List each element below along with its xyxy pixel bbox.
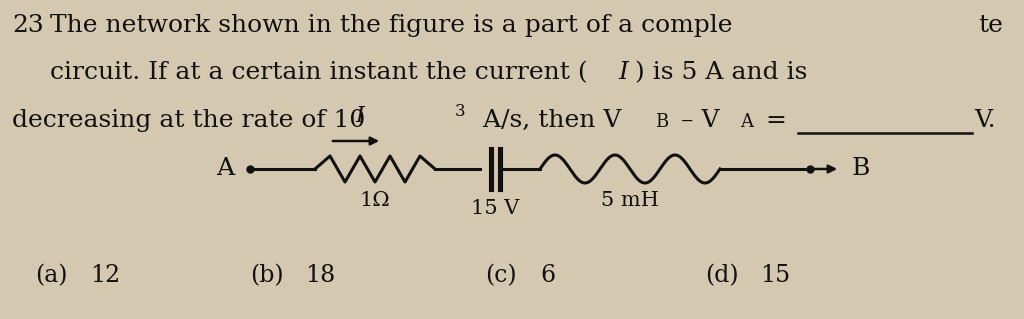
Text: (c): (c) [485,264,517,287]
Text: A: A [740,113,753,131]
Text: – V: – V [673,109,720,132]
Text: circuit. If at a certain instant the current (: circuit. If at a certain instant the cur… [50,61,588,84]
Text: B: B [655,113,669,131]
Text: 1Ω: 1Ω [359,191,390,210]
Text: 18: 18 [305,264,335,287]
Text: (b): (b) [250,264,284,287]
Text: 3: 3 [455,103,466,120]
Text: te: te [978,14,1002,37]
Text: 15 V: 15 V [471,199,519,218]
Text: =: = [758,109,786,132]
Text: A/s, then V: A/s, then V [475,109,622,132]
Text: 5 mH: 5 mH [601,191,658,210]
Text: 12: 12 [90,264,120,287]
Text: 15: 15 [760,264,791,287]
Text: A: A [216,158,234,181]
Text: 23: 23 [12,14,44,37]
Text: decreasing at the rate of 10: decreasing at the rate of 10 [12,109,366,132]
Text: (a): (a) [35,264,68,287]
Text: (d): (d) [705,264,738,287]
Text: I: I [618,61,628,84]
Text: The network shown in the figure is a part of a comple: The network shown in the figure is a par… [50,14,732,37]
Text: I: I [355,105,365,127]
Text: B: B [852,158,870,181]
Text: ) is 5 A and is: ) is 5 A and is [635,61,807,84]
Text: V.: V. [974,109,995,132]
Text: 6: 6 [540,264,555,287]
